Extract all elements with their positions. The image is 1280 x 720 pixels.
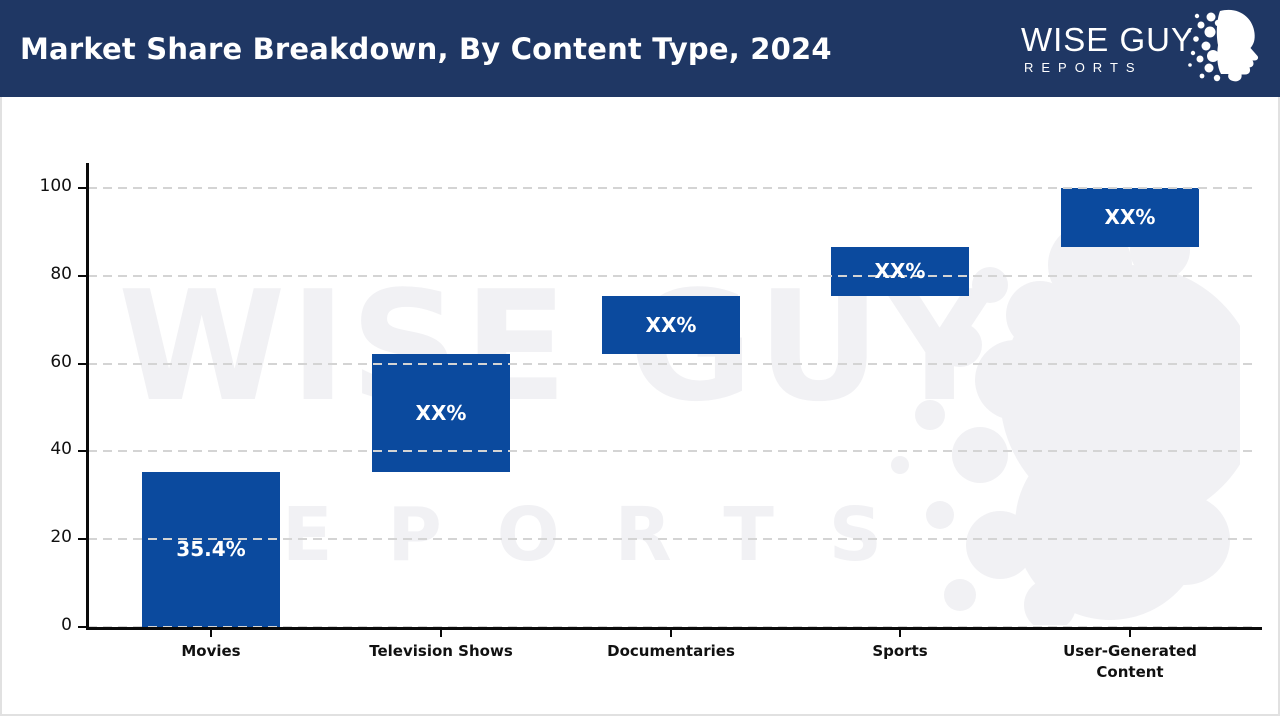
watermark-reports: REPORTS [170, 492, 938, 578]
y-tick [78, 450, 86, 453]
bar-movies [142, 471, 280, 627]
y-tick [78, 274, 86, 277]
y-tick [78, 187, 86, 189]
bar-user-generated-content [1061, 188, 1199, 247]
wise-guy-reports-logo: WISE GUY REPORTS [1021, 9, 1266, 89]
x-tick [440, 629, 442, 637]
bar-value-label: XX% [874, 259, 926, 284]
bar-value-label: XX% [1104, 205, 1156, 230]
logo-text: WISE GUY REPORTS [1021, 23, 1194, 75]
y-tick-label: 100 [39, 176, 72, 196]
logo-head-icon [1187, 9, 1259, 81]
y-axis-line [86, 163, 89, 630]
page-title: Market Share Breakdown, By Content Type,… [20, 31, 832, 66]
x-axis-category-label: Movies [181, 642, 241, 660]
x-axis-category-label: Documentaries [607, 642, 735, 660]
logo-wordmark: WISE GUY [1020, 20, 1194, 58]
gridline [88, 538, 1258, 541]
x-tick [670, 629, 672, 637]
x-tick [1129, 629, 1131, 637]
gridline [88, 450, 1258, 453]
x-axis-category-label: Television Shows [369, 642, 513, 660]
logo-subtitle: REPORTS [1023, 59, 1143, 75]
gridline [88, 362, 1258, 365]
bar-documentaries [602, 295, 740, 354]
gridline [88, 187, 1258, 189]
y-tick-label: 0 [61, 615, 72, 635]
y-tick-label: 60 [50, 351, 72, 372]
x-axis-category-label: Sports [872, 642, 928, 660]
x-tick [210, 629, 212, 637]
x-axis-category-label: User-Generated Content [1063, 642, 1197, 681]
x-axis-line [86, 627, 1262, 630]
y-tick [78, 626, 86, 628]
y-tick-label: 80 [50, 263, 72, 284]
header-banner: Market Share Breakdown, By Content Type,… [0, 0, 1280, 97]
bar-sports [831, 246, 969, 296]
bar-value-label: XX% [415, 400, 467, 425]
y-tick-label: 20 [50, 527, 72, 548]
y-tick [78, 362, 86, 365]
x-tick [899, 629, 901, 637]
y-tick-label: 40 [50, 439, 72, 460]
y-tick [78, 538, 86, 541]
gridline [88, 274, 1258, 277]
bar-value-label: XX% [645, 312, 697, 337]
bar-value-label: 35.4% [176, 537, 246, 562]
